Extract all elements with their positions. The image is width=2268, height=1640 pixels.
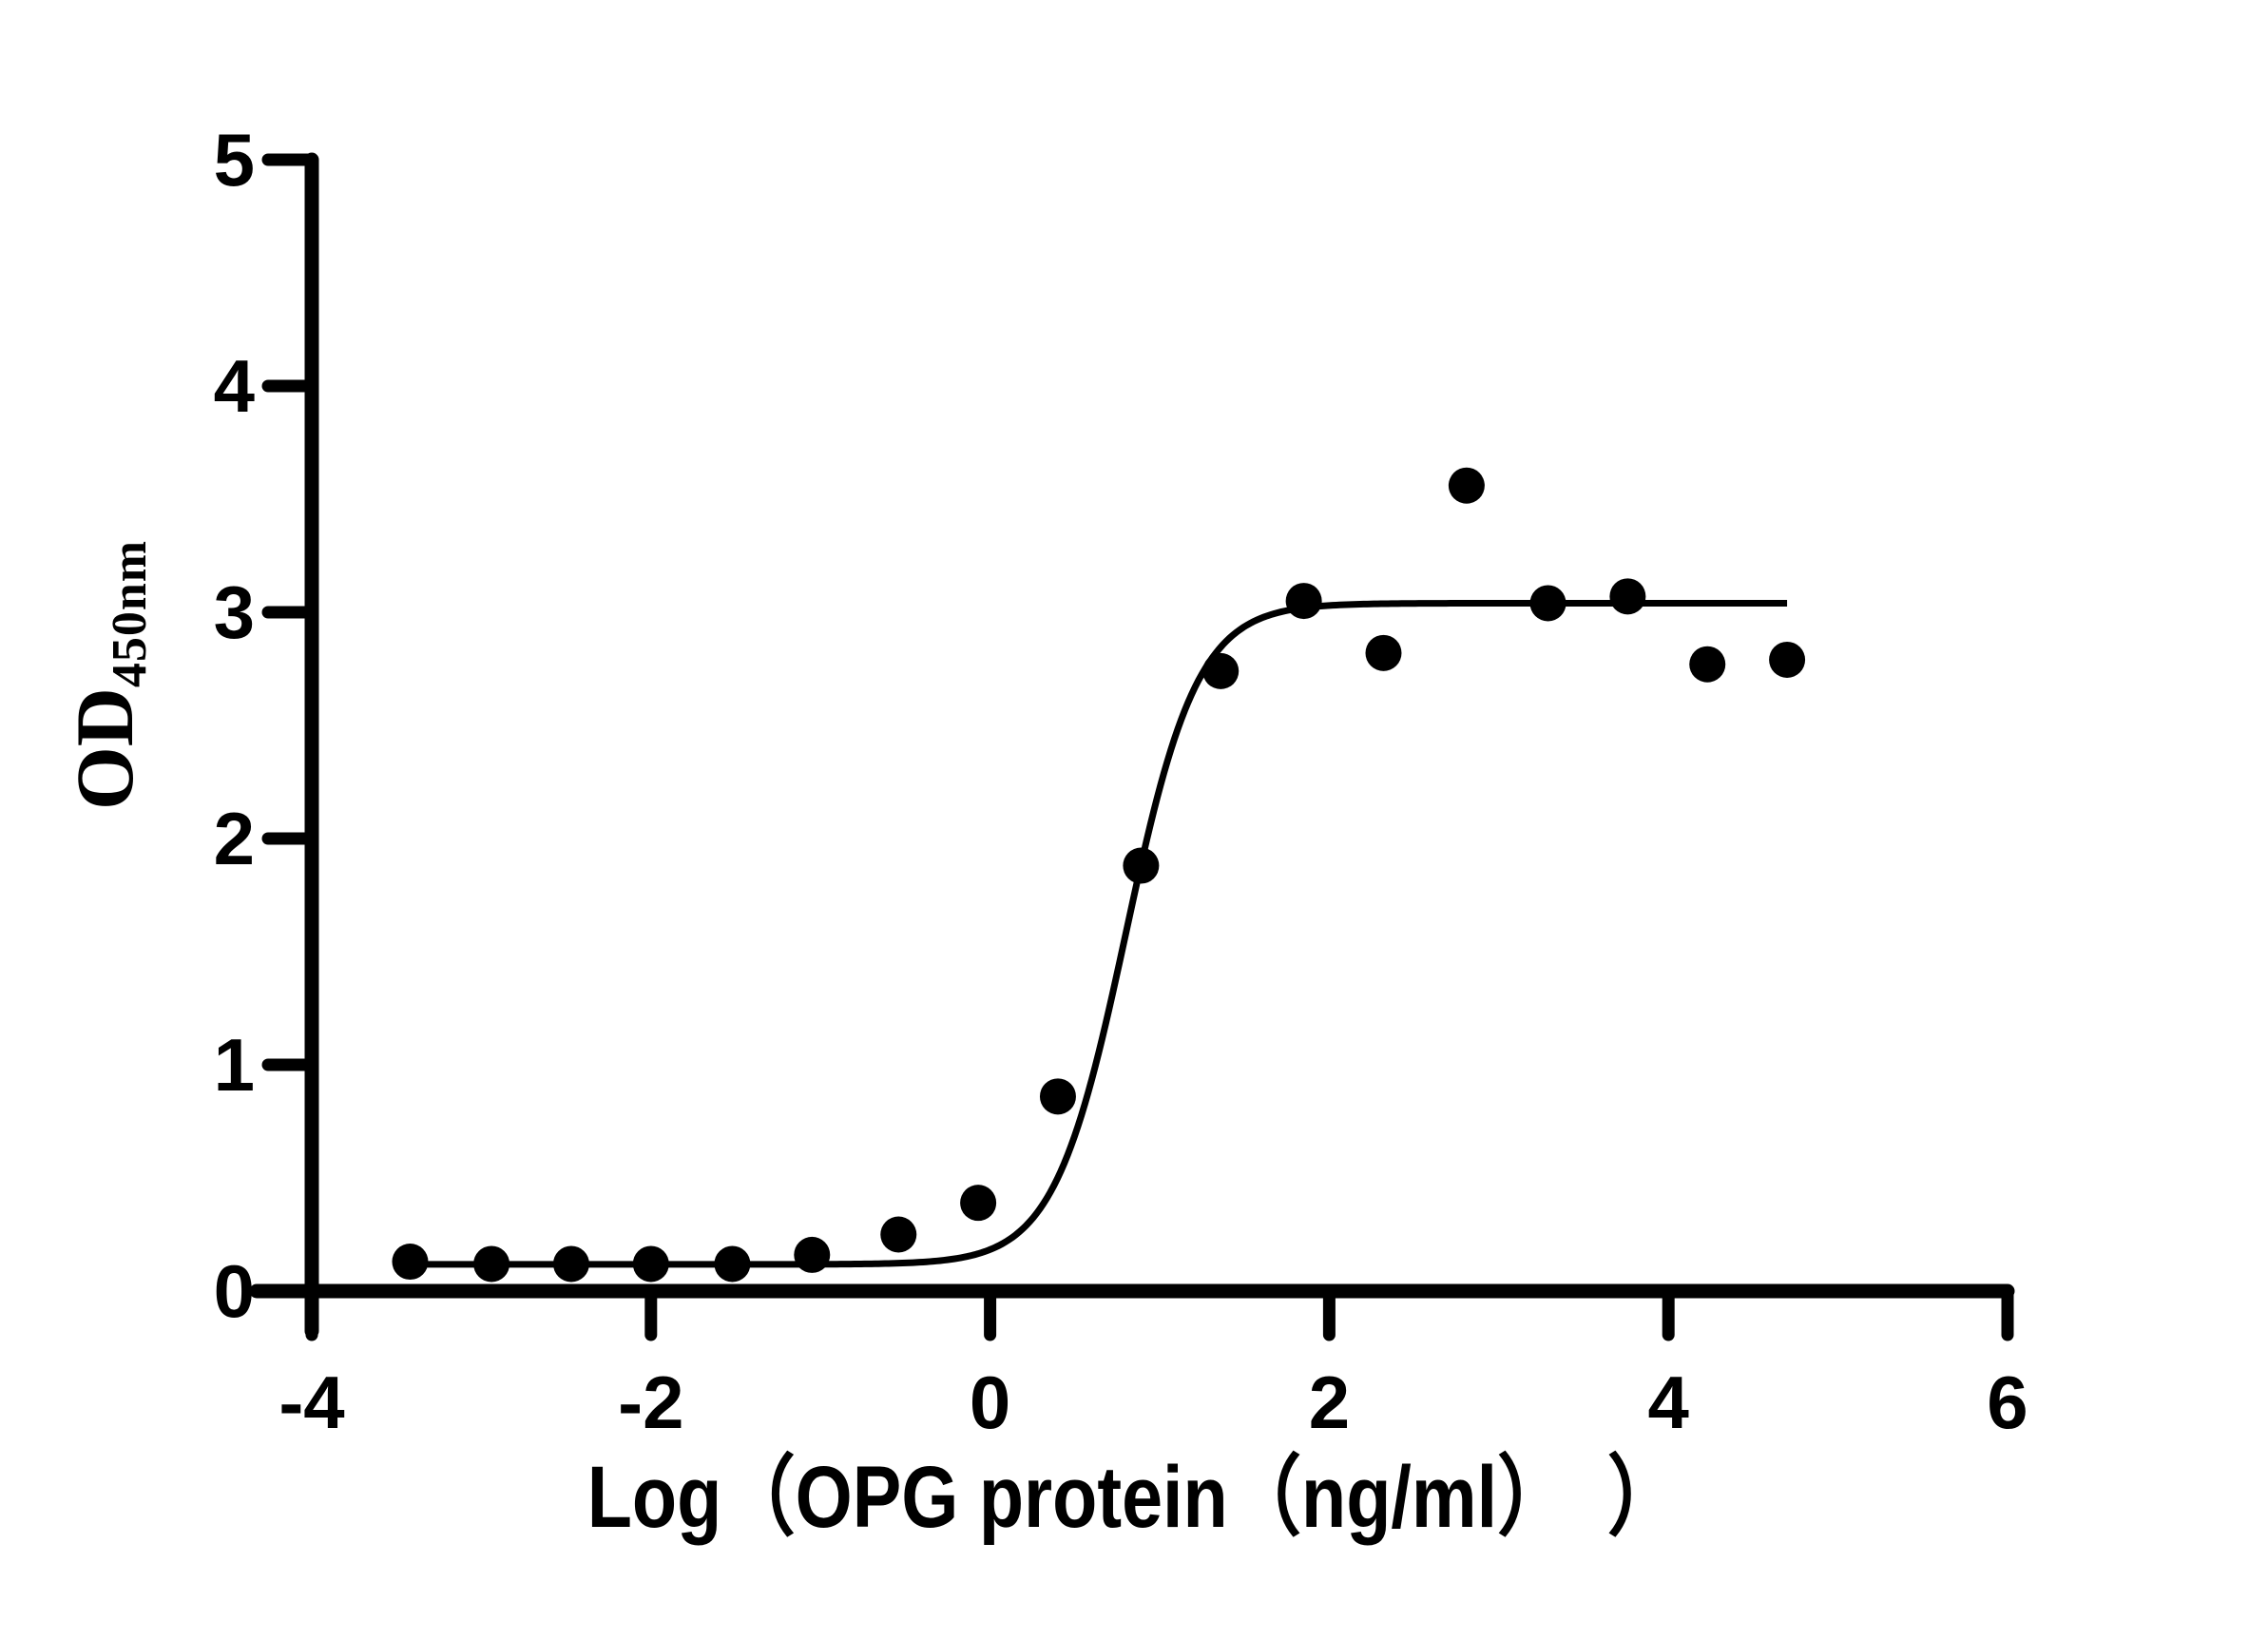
data-point (1123, 847, 1160, 884)
x-tick-label: 0 (969, 1360, 1011, 1444)
y-axis-title-main: OD (59, 687, 150, 811)
data-point (552, 1245, 589, 1283)
data-point (714, 1245, 751, 1283)
data-point (1365, 634, 1402, 671)
y-tick-label: 3 (213, 570, 255, 654)
y-tick-label: 0 (213, 1249, 255, 1333)
data-point (632, 1245, 669, 1283)
x-tick-label: -2 (618, 1360, 684, 1444)
data-point (1769, 641, 1806, 678)
x-tick-label: 6 (1987, 1360, 2028, 1444)
x-tick-marks (305, 1284, 2014, 1341)
data-point (1202, 652, 1240, 689)
data-point (880, 1216, 917, 1253)
y-tick-marks (261, 153, 318, 1298)
data-point (1448, 467, 1485, 504)
data-point (1609, 578, 1646, 615)
data-point (392, 1244, 429, 1281)
data-point (794, 1236, 831, 1273)
y-tick-label: 1 (213, 1023, 255, 1107)
y-axis-title-subscript: 450nm (103, 539, 157, 688)
y-tick-label: 5 (213, 118, 255, 202)
x-tick-label: 4 (1647, 1360, 1689, 1444)
fit-curve (410, 599, 1788, 1268)
data-point (1285, 583, 1322, 620)
x-axis-title: Log（OPG protein（ng/ml） ） (586, 1449, 1682, 1546)
y-axis-title: OD450nm (57, 409, 157, 941)
data-point (1039, 1078, 1076, 1115)
y-tick-label: 2 (213, 797, 255, 880)
axis-lines (249, 152, 2015, 1339)
data-point (473, 1245, 510, 1283)
y-tick-label: 4 (213, 344, 255, 428)
data-point (960, 1185, 997, 1222)
x-tick-label: 2 (1308, 1360, 1351, 1444)
data-point (1529, 585, 1566, 622)
x-tick-label: -4 (279, 1360, 345, 1444)
data-point-group (392, 467, 1806, 1283)
data-point (1689, 646, 1726, 683)
